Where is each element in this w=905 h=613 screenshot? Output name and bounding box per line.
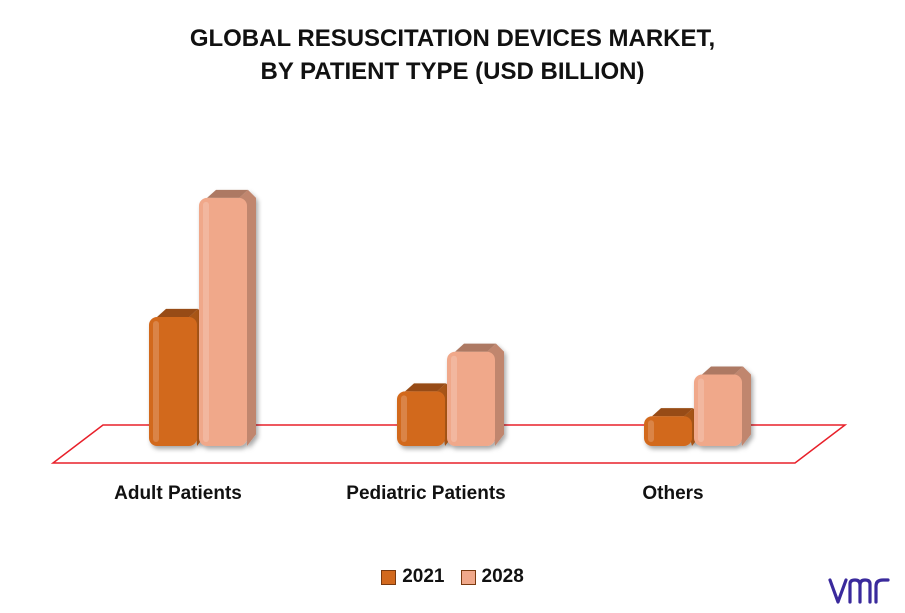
bar-2028-pediatric-patients — [447, 343, 504, 446]
legend: 2021 2028 — [0, 566, 905, 588]
category-label-others: Others — [642, 483, 703, 504]
bar-top-face — [455, 343, 496, 352]
bar-top-face — [652, 408, 693, 417]
bar-top-face — [405, 383, 446, 392]
vmr-logo — [828, 578, 890, 604]
legend-swatch-2028 — [460, 569, 476, 585]
bar-highlight — [698, 378, 704, 442]
legend-label-2021: 2021 — [402, 566, 445, 587]
legend-label-2028: 2028 — [481, 566, 524, 587]
bar-highlight — [153, 321, 159, 442]
bar-highlight — [203, 201, 209, 442]
category-labels: Adult Patients Pediatric Patients Others — [114, 483, 703, 504]
bar-2028-adult-patients — [199, 189, 256, 447]
bar-top-face — [207, 189, 248, 198]
category-label-adult-patients: Adult Patients — [114, 483, 242, 504]
bar-front-face — [644, 416, 692, 446]
bar-front-face — [694, 374, 742, 446]
bar-2028-others — [694, 366, 751, 446]
bar-front-face — [149, 317, 197, 446]
chart-title: GLOBAL RESUSCITATION DEVICES MARKET, BY … — [0, 22, 905, 88]
bar-2021-others — [644, 408, 701, 446]
bar-front-face — [199, 197, 247, 446]
bar-2021-pediatric-patients — [397, 383, 454, 446]
legend-swatch-2021 — [381, 569, 397, 585]
bar-highlight — [401, 395, 407, 442]
bars-layer — [149, 189, 751, 447]
legend-item-2028: 2028 — [460, 566, 524, 588]
legend-item-2021: 2021 — [381, 566, 445, 588]
bar-highlight — [648, 420, 654, 442]
bar-top-face — [702, 366, 743, 375]
bar-front-face — [397, 391, 445, 446]
bar-highlight — [451, 355, 457, 442]
chart-title-line-2: BY PATIENT TYPE (USD BILLION) — [260, 58, 645, 85]
bar-2021-adult-patients — [149, 308, 206, 446]
chart-title-line-1: GLOBAL RESUSCITATION DEVICES MARKET, — [189, 25, 716, 52]
bar-top-face — [157, 308, 198, 317]
bar-front-face — [447, 351, 495, 446]
category-label-pediatric-patients: Pediatric Patients — [346, 483, 505, 504]
